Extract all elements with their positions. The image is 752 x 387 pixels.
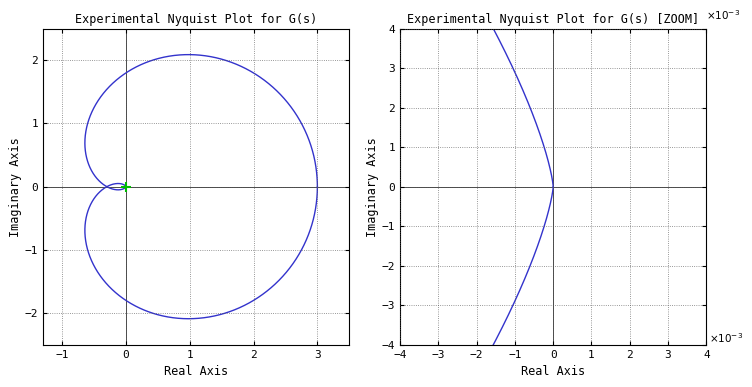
Y-axis label: Imaginary Axis: Imaginary Axis [9, 137, 22, 236]
Text: $\times10^{-3}$: $\times10^{-3}$ [706, 9, 741, 22]
Text: $\times10^{-3}$: $\times10^{-3}$ [709, 331, 744, 345]
Title: Experimental Nyquist Plot for G(s): Experimental Nyquist Plot for G(s) [75, 13, 317, 26]
Y-axis label: Imaginary Axis: Imaginary Axis [366, 137, 379, 236]
X-axis label: Real Axis: Real Axis [164, 365, 228, 378]
Title: Experimental Nyquist Plot for G(s) [ZOOM]: Experimental Nyquist Plot for G(s) [ZOOM… [407, 13, 699, 26]
X-axis label: Real Axis: Real Axis [521, 365, 585, 378]
